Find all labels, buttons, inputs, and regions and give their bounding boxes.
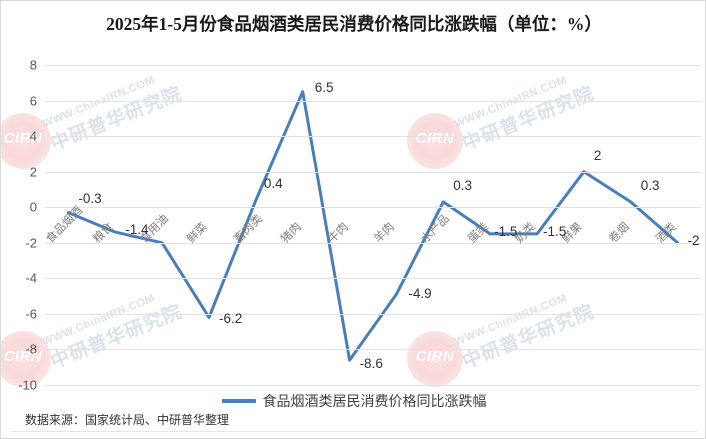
grid-line [45, 65, 701, 66]
source-note: 数据来源：国家统计局、中研普华整理 [25, 413, 230, 427]
data-point-label: -1.4 [125, 222, 149, 238]
footer-divider [11, 431, 697, 432]
x-axis-category-label: 水产品 [419, 212, 453, 246]
legend-label: 食品烟酒类居民消费价格同比涨跌幅 [262, 393, 487, 409]
y-axis-tick-label: 0 [29, 199, 37, 215]
data-point-label: -1.5 [494, 223, 518, 239]
y-axis-tick-label: -8 [25, 341, 37, 357]
data-point-label: -2 [687, 232, 700, 248]
grid-line [45, 313, 701, 315]
grid-line [45, 278, 701, 280]
data-point-label: -0.3 [78, 190, 102, 206]
y-axis-tick-label: -10 [18, 377, 37, 393]
data-point-label: -1.5 [543, 223, 567, 239]
data-point-label: 0.3 [453, 177, 473, 193]
chart-legend: 食品烟酒类居民消费价格同比涨跌幅 [1, 391, 705, 411]
grid-line [45, 136, 701, 138]
grid-line [45, 100, 701, 102]
data-point-label: -4.9 [408, 286, 432, 302]
x-axis-category-label: 食品烟酒 [44, 204, 86, 246]
legend-swatch [221, 399, 256, 403]
x-axis-category-label: 畜肉类 [231, 212, 265, 246]
grid-line [45, 242, 701, 244]
grid-line [45, 171, 701, 173]
y-axis-tick-label: -6 [25, 306, 37, 322]
data-point-label: 0.3 [640, 177, 660, 193]
grid-line [45, 385, 701, 386]
y-axis-tick-label: 4 [29, 128, 37, 144]
data-point-label: 0.4 [263, 176, 283, 192]
y-axis-tick-label: 8 [29, 57, 37, 73]
data-point-label: 6.5 [314, 79, 334, 95]
y-axis-tick-label: 6 [29, 93, 37, 109]
page-title: 2025年1-5月份食品烟酒类居民消费价格同比涨跌幅（单位：%） [106, 14, 602, 34]
grid-line [45, 207, 701, 209]
y-axis-tick-label: -2 [25, 235, 37, 251]
data-point-label: -6.2 [219, 311, 243, 327]
grid-line [45, 349, 701, 351]
y-axis-tick-label: -4 [25, 270, 37, 286]
y-axis-tick-label: 2 [29, 164, 37, 180]
data-point-label: -8.6 [359, 356, 383, 372]
data-point-label: 2 [593, 147, 602, 163]
